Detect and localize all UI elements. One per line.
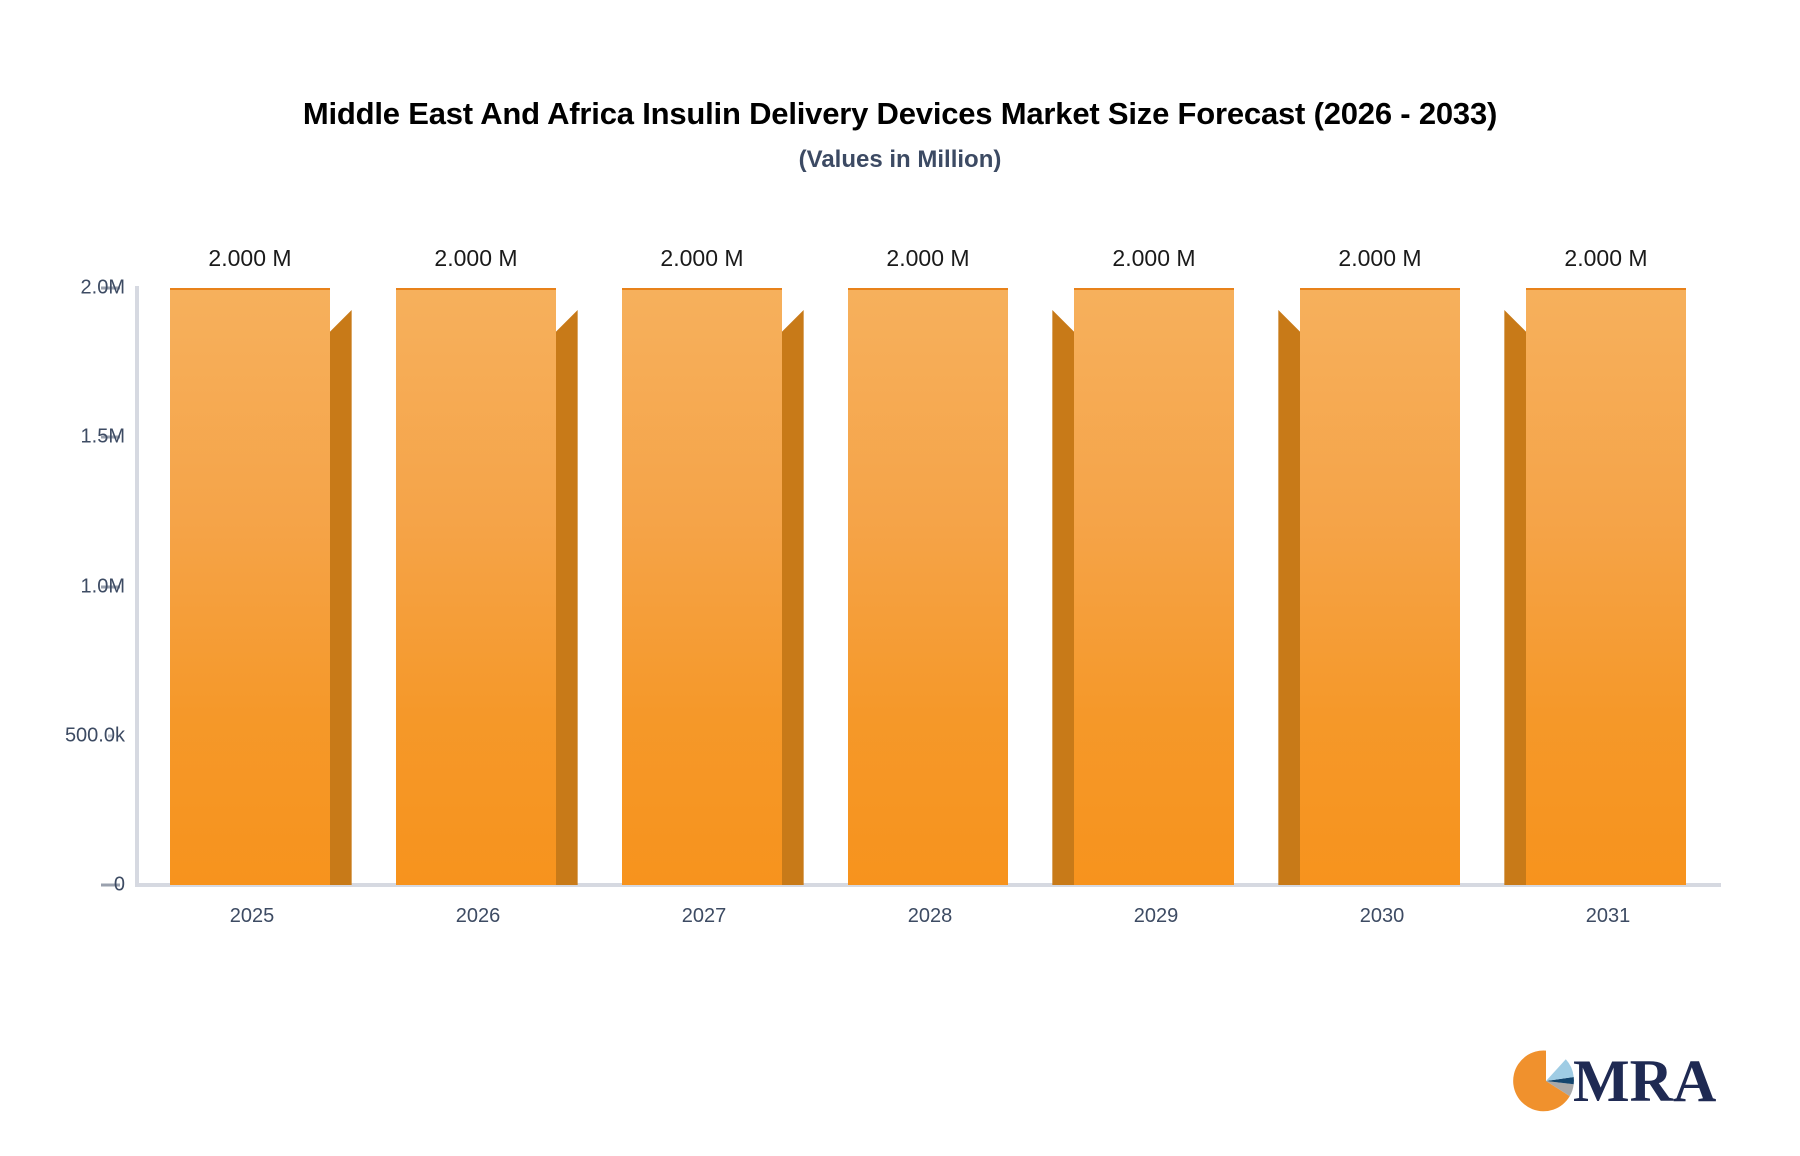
x-axis-tick-label: 2028 [907,905,953,927]
bar-front-face [622,288,782,885]
bar-side-face [1278,310,1301,885]
bar-value-label: 2.000 M [660,245,744,271]
chart-subtitle: (Values in Million) [798,145,1002,173]
y-axis-tick-label: 2.0M [80,276,125,299]
bar-front-face [848,288,1008,885]
chart-title: Middle East And Africa Insulin Delivery … [302,96,1498,131]
y-axis-tick-label: 500.0k [64,724,125,747]
bar-front-face [1300,288,1460,885]
bar-front-face [170,288,330,885]
bar-side-face [781,310,804,885]
x-axis-tick-label: 2026 [455,905,501,927]
mra-wordmark: MRA [1573,1048,1717,1114]
mra-logo: MRA [1513,1045,1717,1117]
y-axis-line [135,286,139,887]
bar-2027[interactable]: 2.000 M [622,245,804,885]
y-axis-tick-mark [108,734,112,738]
bar-2026[interactable]: 2.000 M [396,245,578,885]
x-axis-tick-label: 2029 [1133,905,1179,927]
bar-value-label: 2.000 M [1112,245,1196,271]
bar-value-label: 2.000 M [434,245,518,271]
bar-front-face [1074,288,1234,885]
bar-side-face [329,310,352,885]
bar-value-label: 2.000 M [1338,245,1422,271]
bar-2028[interactable]: 2.000 M [848,245,1008,885]
bar-side-face [1504,310,1527,885]
y-axis-tick-mark [101,883,120,887]
x-axis-line [135,883,1721,887]
x-axis-tick-label: 2031 [1585,905,1631,927]
y-axis-tick-label: 0 [113,873,125,896]
bar-value-label: 2.000 M [886,245,970,271]
y-axis-tick-label: 1.5M [80,425,125,448]
bar-value-label: 2.000 M [208,245,292,271]
x-axis-tick-label: 2030 [1359,905,1405,927]
x-axis-tick-label: 2025 [229,905,275,927]
bar-side-face [555,310,578,885]
y-axis-tick-mark [101,585,120,588]
bar-front-face [1526,288,1686,885]
bar-2031[interactable]: 2.000 M [1504,245,1686,885]
title-block: Middle East And Africa Insulin Delivery … [0,96,1800,174]
y-axis-tick-mark [101,435,120,439]
bar-2030[interactable]: 2.000 M [1278,245,1460,885]
x-axis-tick-label: 2027 [681,905,727,927]
y-axis-tick-label: 1.0M [80,575,125,597]
bar-2029[interactable]: 2.000 M [1052,245,1234,885]
plot-area: 2.000 M 2.000 M 2.000 M 2.000 M 2.000 M 2.000… [137,245,1717,885]
pie-chart-icon [1513,1048,1579,1114]
bar-value-label: 2.000 M [1564,245,1648,271]
bar-side-face [1052,310,1075,885]
y-axis-tick-mark [101,286,120,290]
bar-front-face [396,288,556,885]
bar-2025[interactable]: 2.000 M [170,245,352,885]
